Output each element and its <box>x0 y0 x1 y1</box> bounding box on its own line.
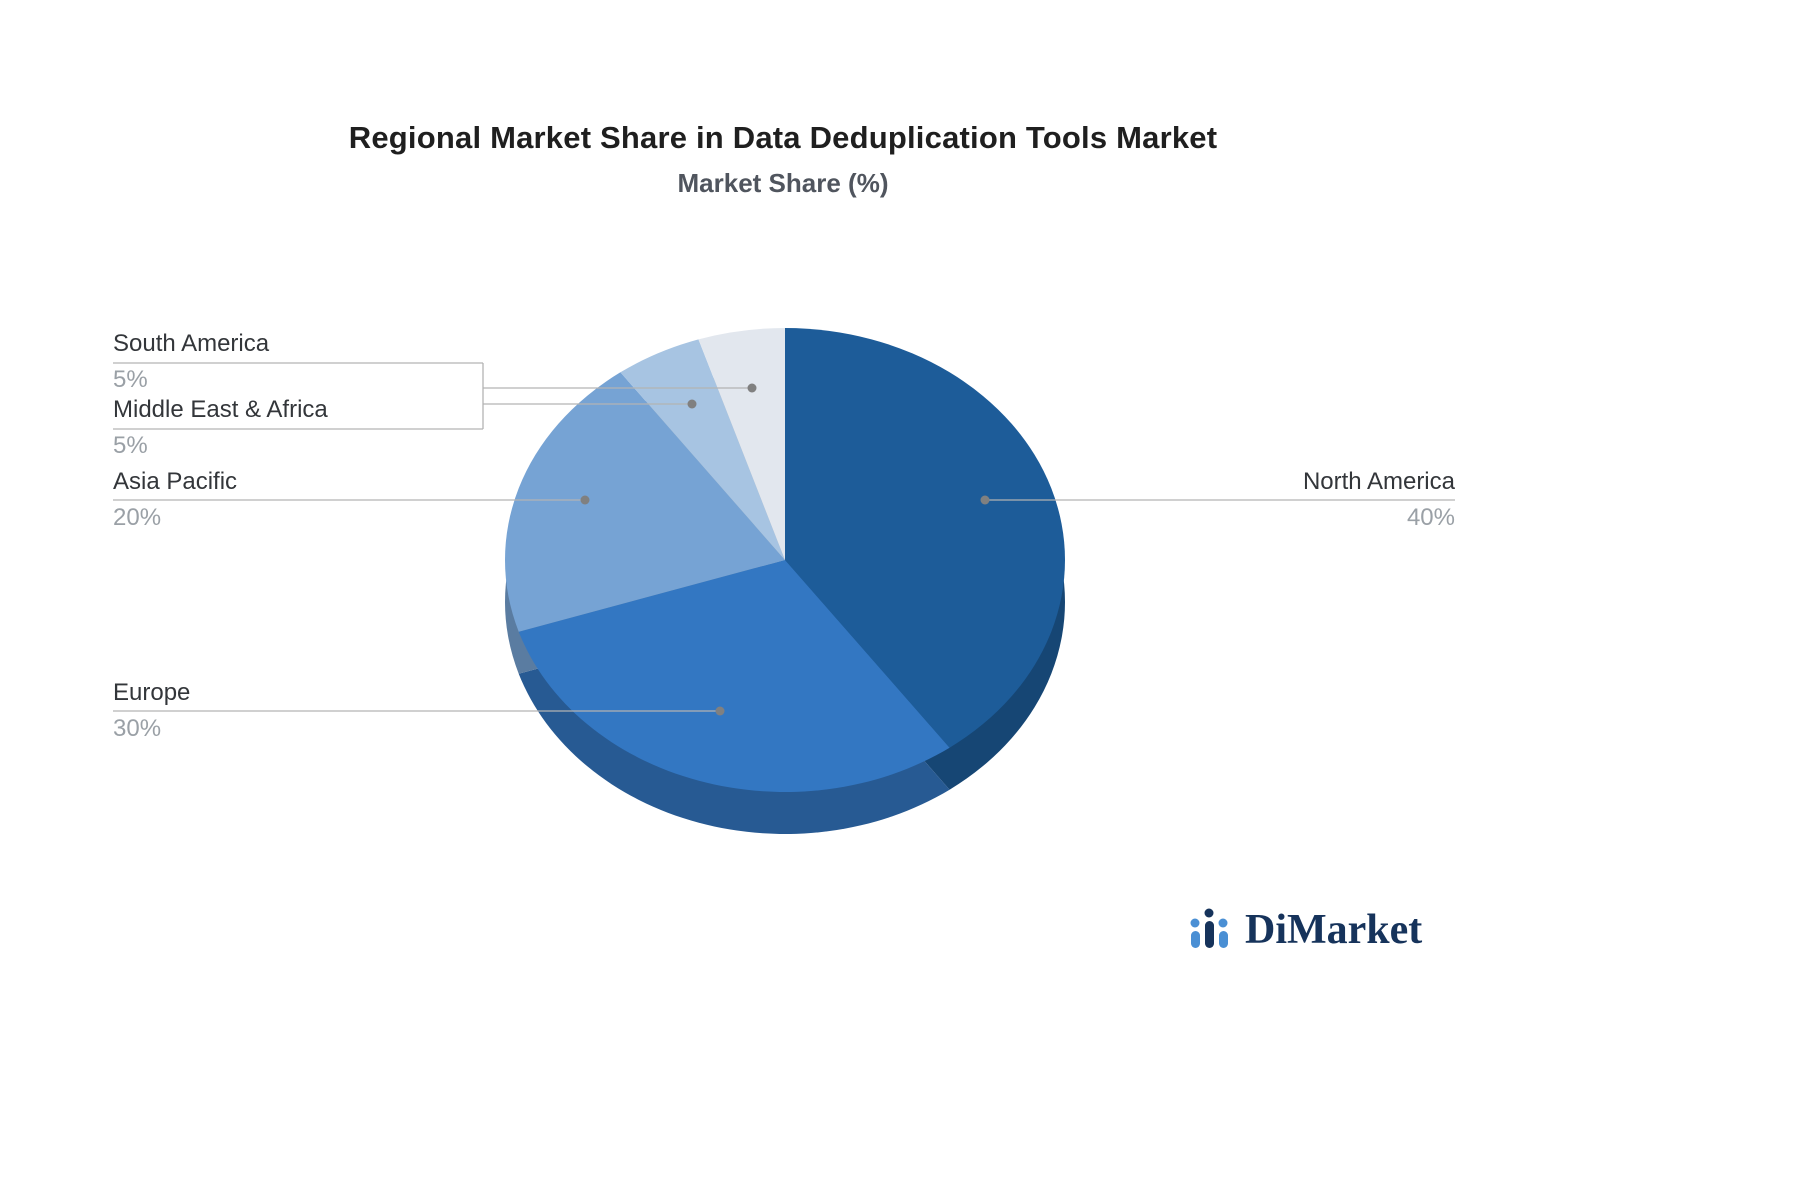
callout-lines <box>113 362 1455 712</box>
chart-subtitle: Market Share (%) <box>677 168 889 198</box>
callout-dot-north-america <box>980 495 990 505</box>
brand-logo-text: DiMarket <box>1245 907 1423 953</box>
label-south-america: South America <box>113 330 270 357</box>
value-europe: 30% <box>113 715 162 742</box>
callout-dot-middle-east-africa <box>687 399 697 409</box>
pie-slice-layer <box>505 328 1065 792</box>
label-middle-east-africa: Middle East & Africa <box>113 396 328 423</box>
pie-slice-europe <box>518 560 950 792</box>
callout-dot-south-america <box>747 383 757 393</box>
value-asia-pacific: 20% <box>113 504 162 531</box>
brand-logo-icon <box>1190 908 1228 948</box>
pie-slice-asia-pacific <box>505 372 785 632</box>
label-europe: Europe <box>113 679 191 706</box>
value-south-america: 5% <box>113 366 148 393</box>
callout-dots <box>580 383 990 716</box>
value-middle-east-africa: 5% <box>113 432 148 459</box>
callout-dot-asia-pacific <box>580 495 590 505</box>
label-asia-pacific: Asia Pacific <box>113 468 238 495</box>
pie-slice-south-america <box>698 328 785 560</box>
chart-title: Regional Market Share in Data Deduplicat… <box>348 120 1218 155</box>
callout-dot-europe <box>715 706 725 716</box>
pie-slice-north-america <box>785 328 1065 748</box>
brand-logo: DiMarket <box>1185 903 1422 951</box>
value-north-america: 40% <box>1406 504 1455 531</box>
pie-slice-middle-east-africa <box>620 339 785 560</box>
label-north-america: North America <box>1302 468 1455 495</box>
